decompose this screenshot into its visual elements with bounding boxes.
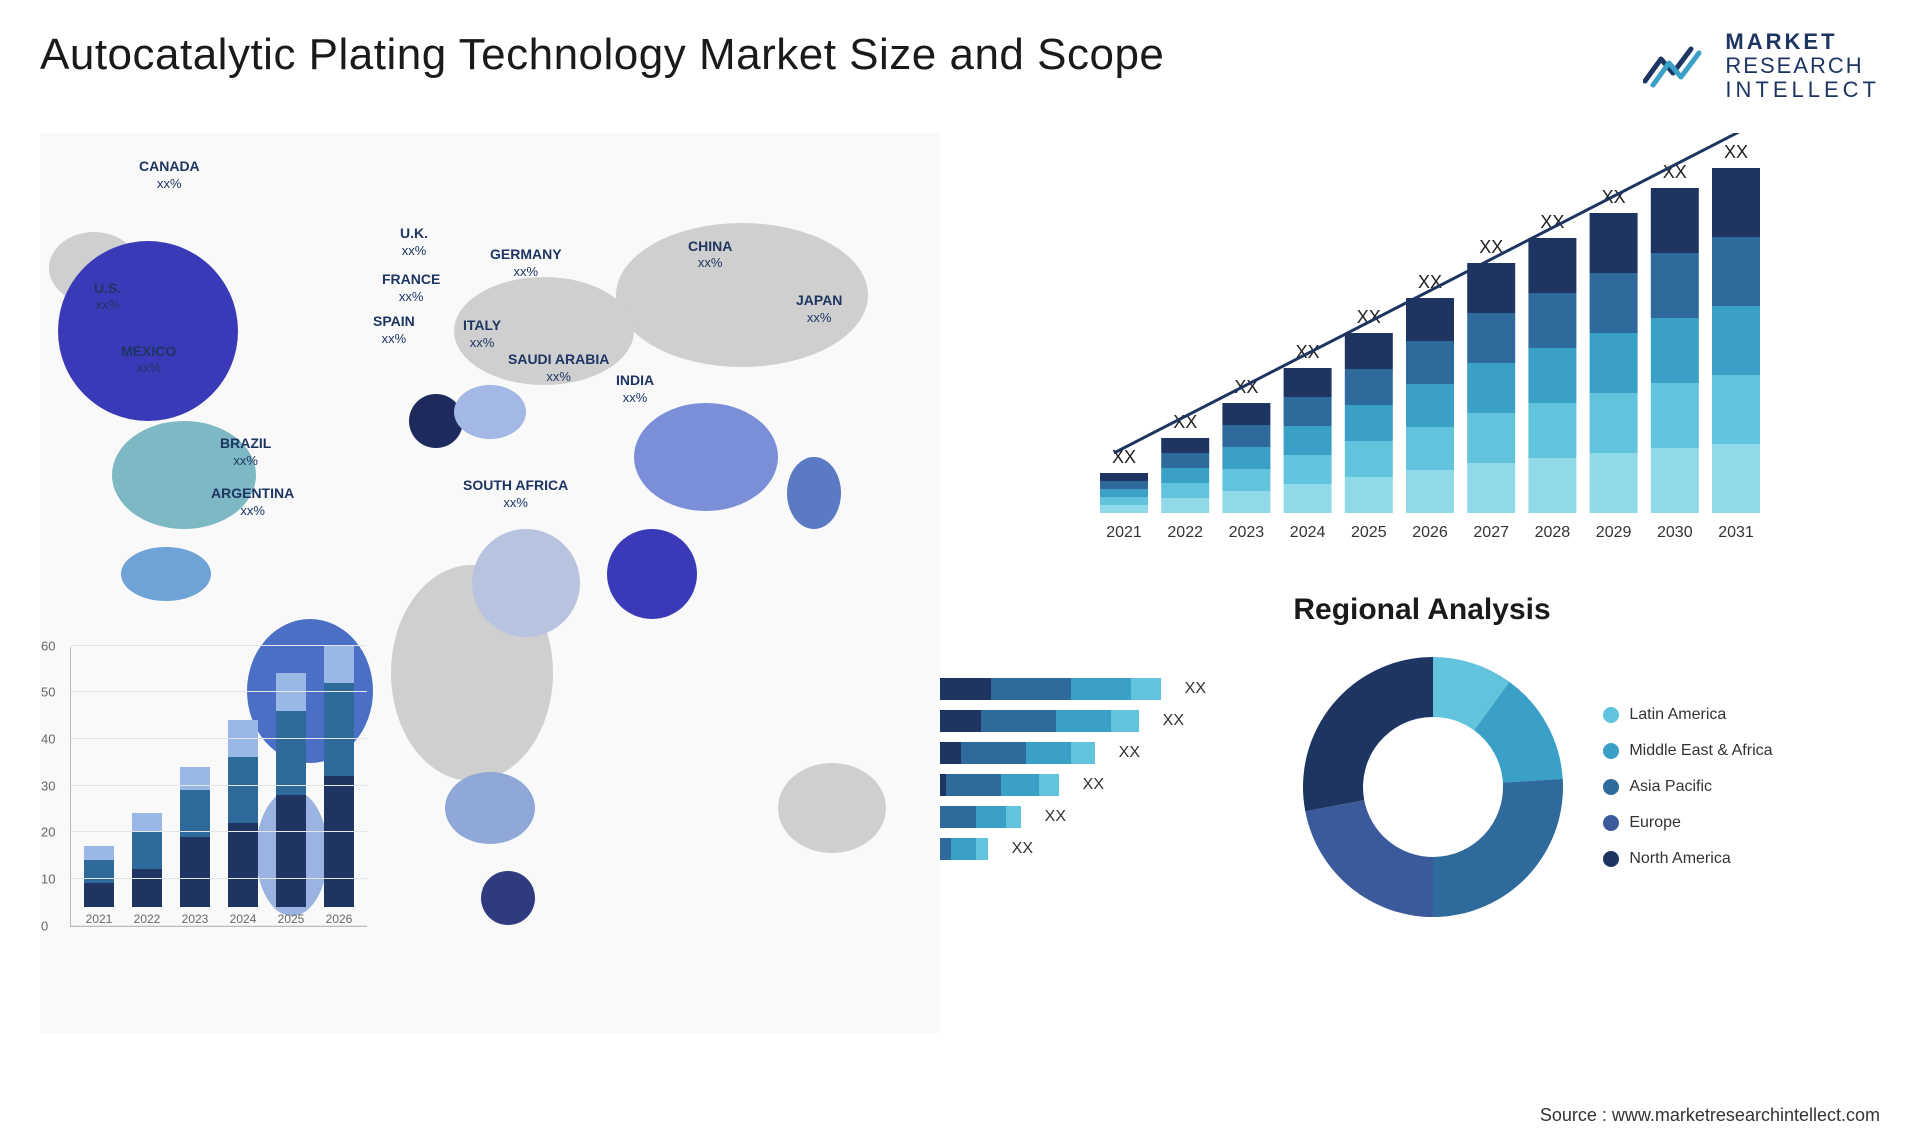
segmentation-bar: 2024 [223, 720, 263, 926]
regional-legend-item: Latin America [1603, 706, 1772, 724]
map-label: U.K.xx% [400, 225, 428, 259]
svg-text:2025: 2025 [1351, 524, 1387, 541]
world-map: CANADAxx% U.S.xx% MEXICOxx% BRAZILxx% ARGENT… [40, 133, 940, 553]
map-label: FRANCExx% [382, 271, 440, 305]
svg-text:2026: 2026 [1412, 524, 1448, 541]
svg-text:XX: XX [1724, 142, 1748, 162]
logo: MARKET RESEARCH INTELLECT [1643, 30, 1880, 103]
svg-text:2027: 2027 [1473, 524, 1509, 541]
svg-text:2022: 2022 [1167, 524, 1203, 541]
map-label: ARGENTINAxx% [211, 485, 294, 519]
svg-text:2023: 2023 [1229, 524, 1265, 541]
map-label: INDIAxx% [616, 372, 654, 406]
regional-legend-item: Europe [1603, 814, 1772, 832]
svg-text:2028: 2028 [1535, 524, 1571, 541]
segmentation-bar: 2023 [175, 767, 215, 926]
main-bar-chart: XX2021XX2022XX2023XX2024XX2025XX2026XX20… [980, 133, 1880, 553]
svg-text:2021: 2021 [1106, 524, 1142, 541]
source-text: Source : www.marketresearchintellect.com [1540, 1105, 1880, 1126]
regional-analysis: Regional Analysis Latin America Middle Ea… [1293, 593, 1880, 927]
page-title: Autocatalytic Plating Technology Market … [40, 30, 1164, 80]
regional-legend-item: Asia Pacific [1603, 778, 1772, 796]
segmentation-bar: 2022 [127, 813, 167, 925]
svg-text:XX: XX [1112, 447, 1136, 467]
map-label: GERMANYxx% [490, 246, 562, 280]
svg-text:2030: 2030 [1657, 524, 1693, 541]
svg-text:2024: 2024 [1290, 524, 1326, 541]
segmentation-bar: 2025 [271, 673, 311, 925]
regional-donut [1293, 647, 1573, 927]
logo-icon [1643, 41, 1713, 91]
svg-text:2031: 2031 [1718, 524, 1754, 541]
map-label: ITALYxx% [463, 317, 501, 351]
map-label: JAPANxx% [796, 292, 842, 326]
map-label: U.S.xx% [94, 280, 121, 314]
map-label: CHINAxx% [688, 238, 732, 272]
logo-line1: MARKET [1725, 30, 1880, 54]
logo-line3: INTELLECT [1725, 78, 1880, 102]
map-label: SPAINxx% [373, 313, 415, 347]
map-label: SAUDI ARABIAxx% [508, 351, 609, 385]
regional-legend-item: North America [1603, 850, 1772, 868]
regional-legend-item: Middle East & Africa [1603, 742, 1772, 760]
logo-line2: RESEARCH [1725, 54, 1880, 78]
map-label: BRAZILxx% [220, 435, 271, 469]
svg-text:2029: 2029 [1596, 524, 1632, 541]
map-label: CANADAxx% [139, 158, 200, 192]
map-label: SOUTH AFRICAxx% [463, 477, 568, 511]
map-label: MEXICOxx% [121, 343, 176, 377]
segmentation-bar: 2021 [79, 846, 119, 926]
regional-title: Regional Analysis [1293, 593, 1880, 627]
